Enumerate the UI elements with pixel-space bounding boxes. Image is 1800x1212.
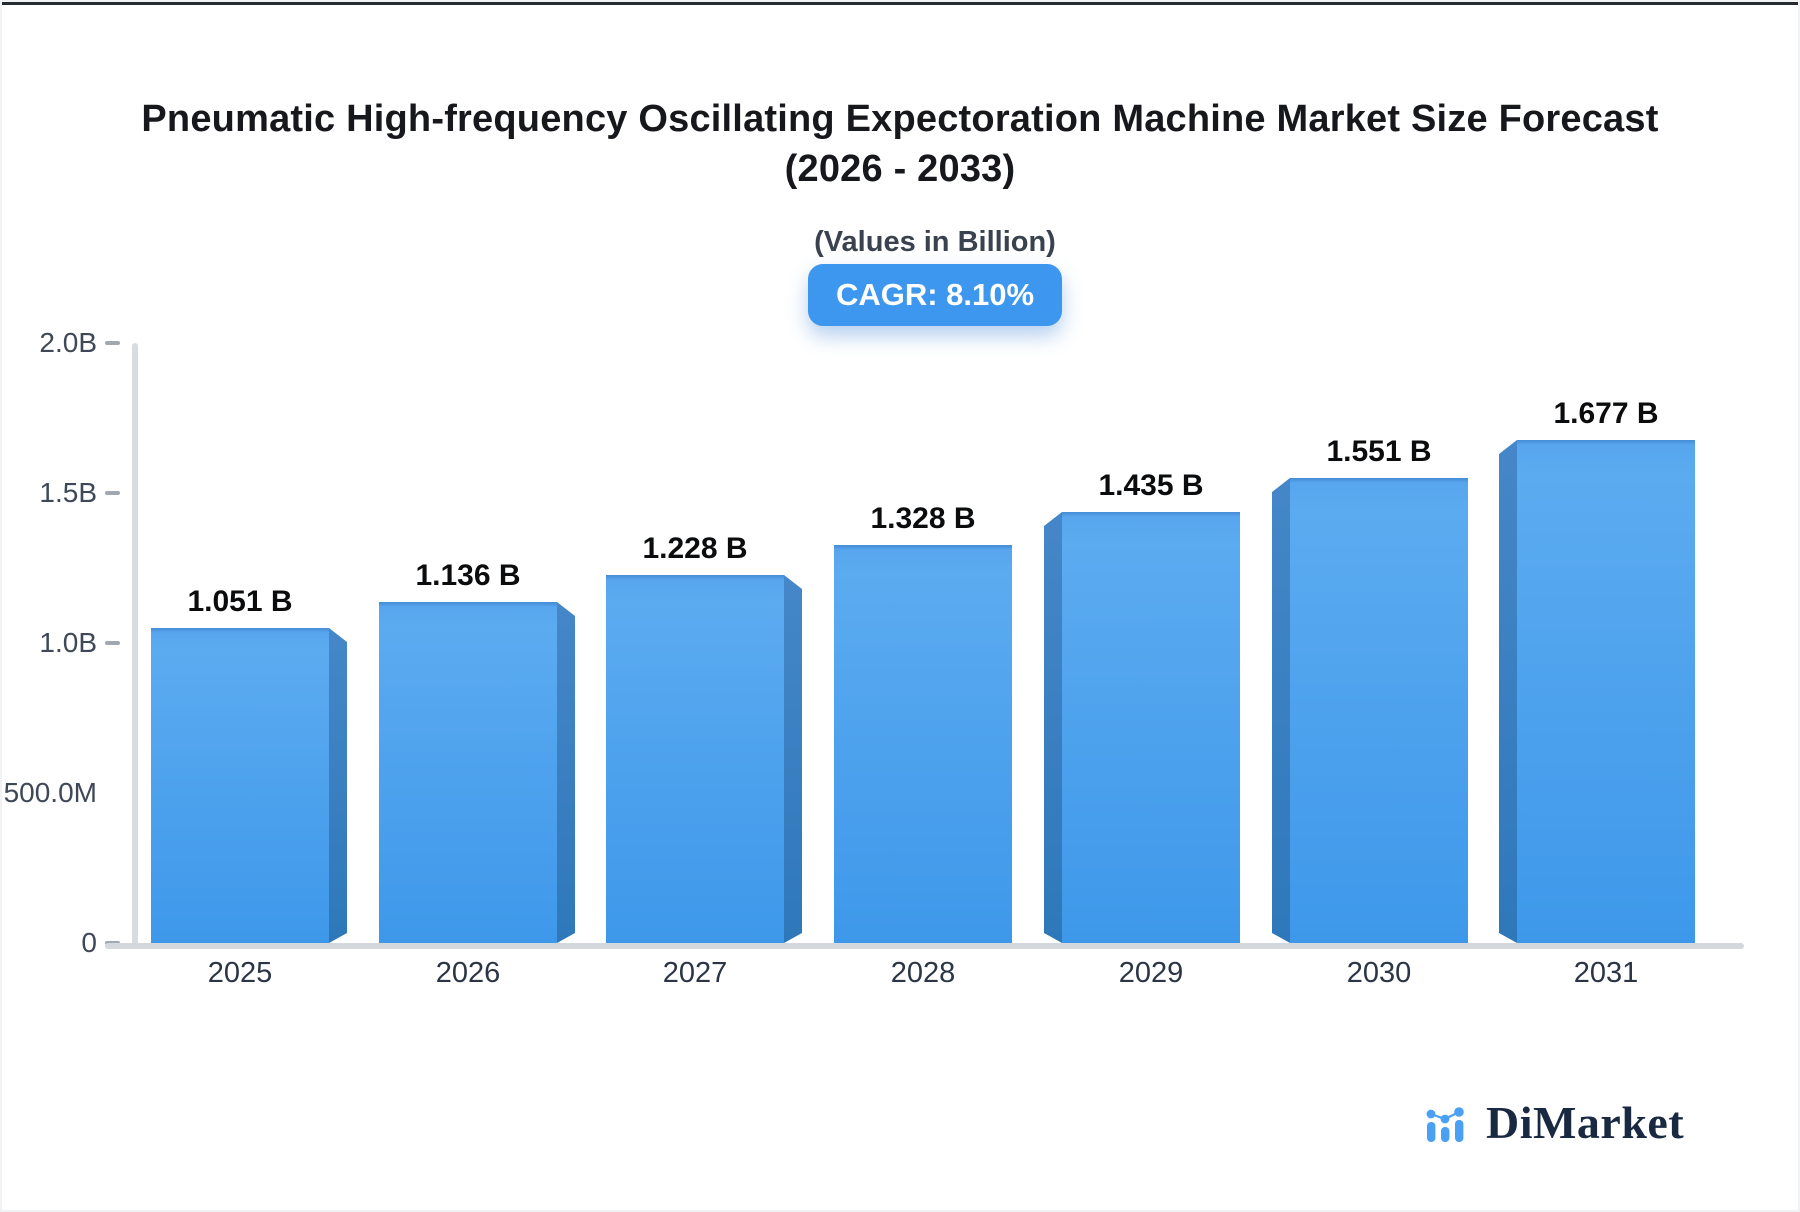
bar-2025: 1.051 B 2025 — [151, 585, 347, 989]
bar-value-label: 1.328 B — [870, 502, 976, 535]
bar-front-face[interactable] — [379, 602, 557, 943]
bar-front-face[interactable] — [1517, 440, 1695, 943]
bar-value-label: 1.136 B — [415, 559, 521, 592]
bar-value-label: 1.228 B — [642, 532, 748, 565]
bar-2030: 1.551 B 2030 — [1272, 435, 1468, 989]
bar-2029: 1.435 B 2029 — [1044, 469, 1240, 989]
bar-value-label: 1.435 B — [1098, 469, 1204, 502]
y-axis-tick-mark — [105, 641, 120, 645]
bar-side-face — [784, 575, 802, 943]
x-axis-category-label: 2029 — [1118, 957, 1184, 989]
bar-side-face — [329, 628, 347, 943]
bar-value-label: 1.677 B — [1553, 397, 1659, 430]
y-axis-tick-mark — [105, 491, 120, 495]
x-axis-category-label: 2028 — [890, 957, 956, 989]
y-axis-line — [132, 343, 138, 949]
bar-front-face[interactable] — [1062, 512, 1240, 943]
bar-value-label: 1.551 B — [1326, 435, 1432, 468]
bar-front-face[interactable] — [834, 545, 1012, 943]
bar-front-face[interactable] — [606, 575, 784, 943]
y-axis-tick-label: 1.5B — [39, 477, 97, 508]
x-axis-line — [105, 943, 1744, 949]
watermark: DiMarket — [1424, 1096, 1684, 1149]
bar-front-face[interactable] — [151, 628, 329, 943]
bar-side-face — [1272, 478, 1290, 943]
watermark-brand-text: DiMarket — [1486, 1097, 1685, 1148]
y-axis-tick-mark — [105, 341, 120, 345]
x-axis-category-label: 2027 — [662, 957, 728, 989]
bar-2027: 1.228 B 2027 — [606, 532, 802, 989]
x-axis-category-label: 2025 — [207, 957, 273, 989]
y-axis-tick-label: 2.0B — [39, 327, 97, 358]
bar-front-face[interactable] — [1290, 478, 1468, 943]
y-axis-tick-label: 1.0B — [39, 627, 97, 658]
x-axis-category-label: 2031 — [1573, 957, 1639, 989]
bar-side-face — [557, 602, 575, 943]
chart-title: Pneumatic High-frequency Oscillating Exp… — [2, 94, 1798, 194]
bar-side-face — [1044, 512, 1062, 943]
bar-2031: 1.677 B 2031 — [1499, 397, 1695, 989]
y-axis-tick-label: 0 — [81, 927, 97, 958]
bar-chart-with-trend-dots-icon — [1426, 1106, 1464, 1142]
cagr-badge: CAGR: 8.10% — [807, 264, 1063, 326]
y-axis-tick-label: 500.0M — [3, 777, 97, 808]
plot-area: 1.051 B 2025 1.136 B 2026 1.228 B 2027 1.328 B… — [132, 343, 1744, 989]
chart-title-line2: (2026 - 2033) — [784, 148, 1016, 190]
x-axis-category-label: 2026 — [435, 957, 501, 989]
bar-side-face — [1499, 440, 1517, 943]
bar-2028: 1.328 B 2028 — [834, 502, 1030, 989]
bar-2026: 1.136 B 2026 — [379, 559, 575, 989]
chart-subtitle: (Values in Billion) — [814, 226, 1056, 258]
bar-value-label: 1.051 B — [187, 585, 293, 618]
x-axis-category-label: 2030 — [1346, 957, 1412, 989]
chart-title-line1: Pneumatic High-frequency Oscillating Exp… — [141, 98, 1659, 140]
window-top-edge — [2, 2, 1798, 5]
